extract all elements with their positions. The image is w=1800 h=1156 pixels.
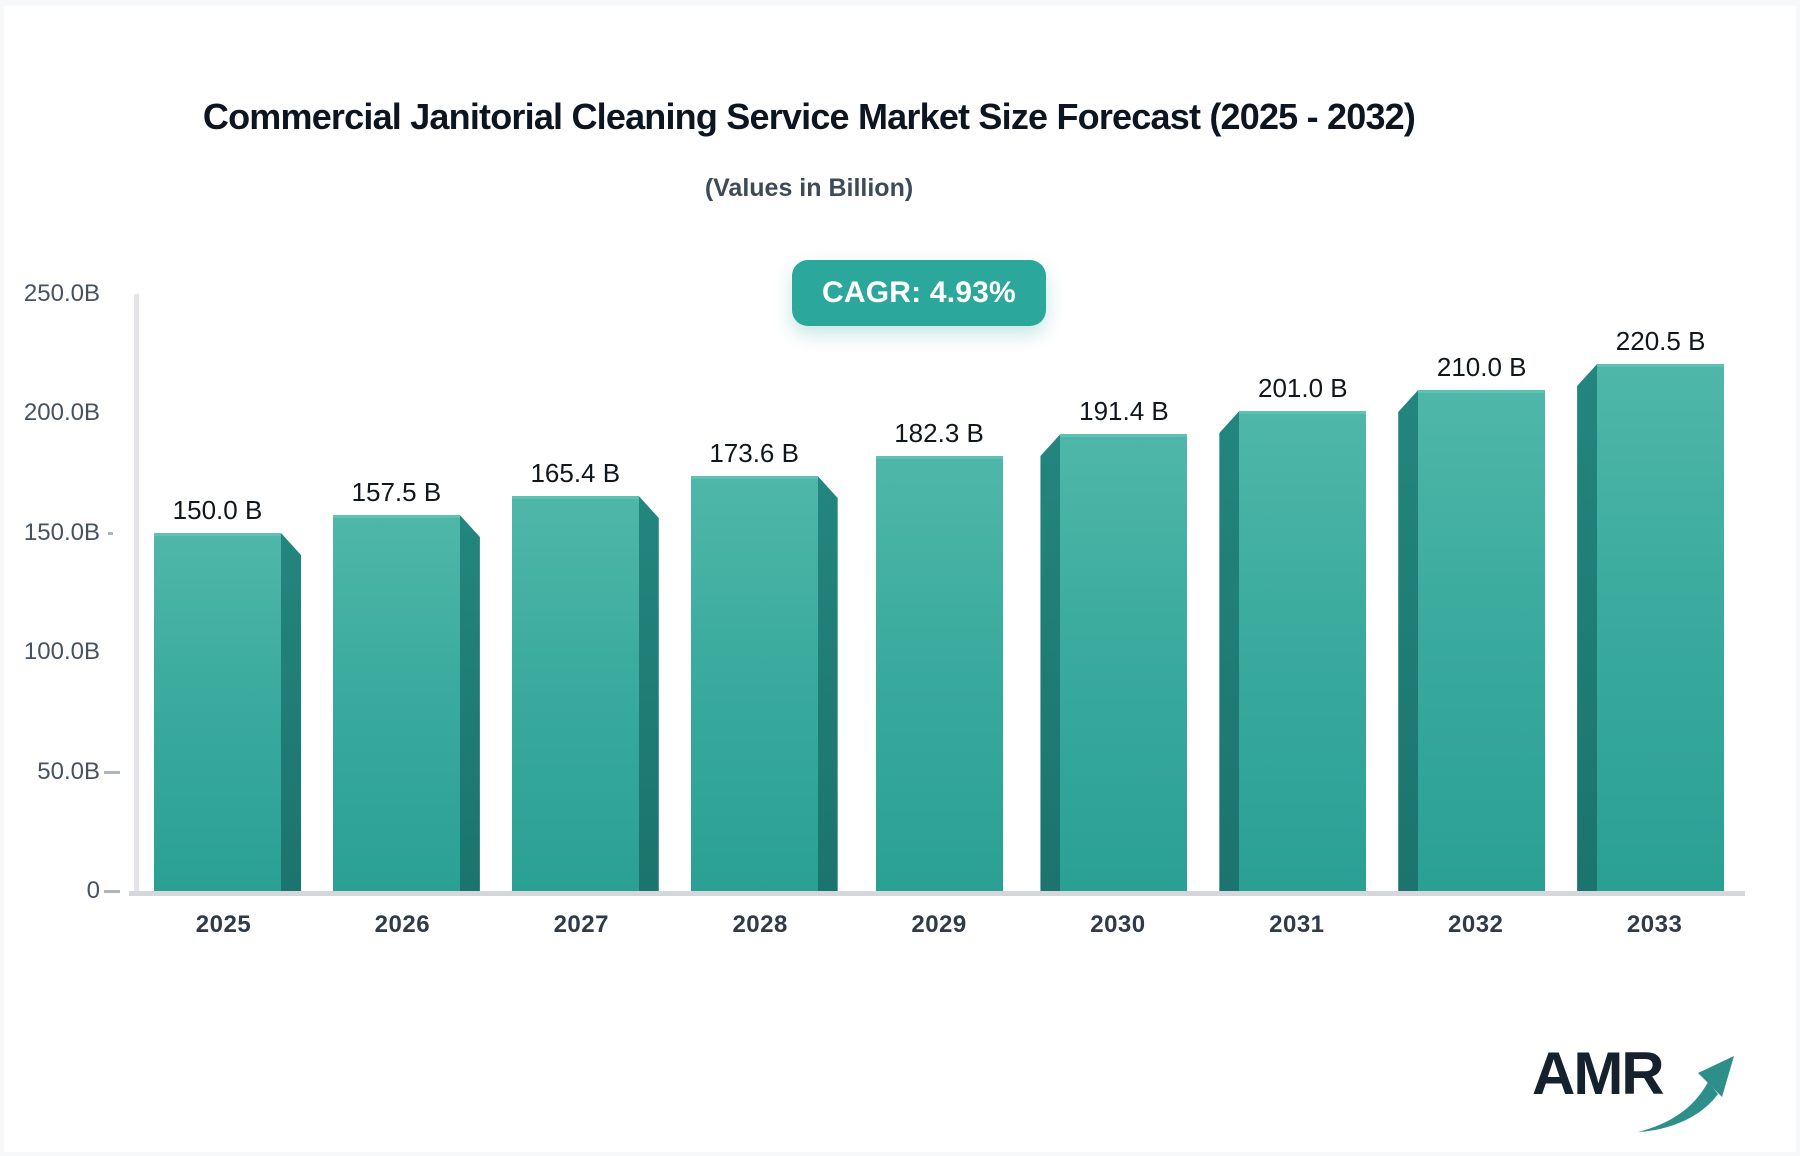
chart-title: Commercial Janitorial Cleaning Service M…	[202, 96, 1416, 137]
x-axis-label-2028: 2028	[732, 911, 788, 938]
x-axis-label-2026: 2026	[374, 911, 431, 938]
x-axis-label-2029: 2029	[911, 911, 967, 938]
chart-card: Commercial Janitorial Cleaning Service M…	[4, 6, 1796, 1152]
bar-value-label: 150.0 B	[172, 495, 263, 525]
amr-logo-text: AMR	[1532, 1040, 1665, 1107]
y-axis-label: 0	[86, 877, 100, 904]
bar-face	[154, 533, 281, 891]
bar-side-bevel	[281, 533, 301, 891]
bar-side-bevel	[817, 476, 838, 891]
y-axis-label: 100.0B	[23, 638, 100, 666]
bar-side-bevel	[459, 515, 480, 891]
x-axis-label-2027: 2027	[553, 911, 609, 938]
bar-value-label: 165.4 B	[530, 458, 621, 488]
bar-face	[1060, 434, 1188, 891]
y-axis-tick	[104, 770, 120, 774]
bar-group-2028: 173.6 B	[671, 436, 850, 891]
bar-side-bevel	[1040, 434, 1061, 891]
y-axis-tick	[108, 531, 113, 535]
x-axis-label-2031: 2031	[1269, 911, 1325, 938]
bar-side-bevel	[1398, 390, 1419, 891]
bar-group-2033: 220.5 B	[1565, 324, 1744, 891]
bar-face	[690, 476, 818, 891]
bar-face	[1418, 390, 1546, 891]
bar-face	[1597, 364, 1725, 891]
y-axis-label: 150.0B	[23, 518, 100, 546]
bar-face	[875, 456, 1003, 891]
y-axis-label: 50.0B	[37, 757, 100, 785]
y-axis-label: 250.0B	[23, 280, 100, 307]
bar-group-2030: 191.4 B	[1028, 394, 1207, 891]
x-axis-label-2030: 2030	[1090, 911, 1146, 938]
bar-group-2029: 182.3 B	[850, 416, 1029, 891]
bar-value-label: 157.5 B	[351, 477, 442, 507]
chart-subtitle: (Values in Billion)	[704, 174, 914, 202]
bar-group-2032: 210.0 B	[1386, 350, 1565, 891]
trend-up-arrow-icon	[1638, 1056, 1734, 1132]
bar-group-2027: 165.4 B	[492, 456, 671, 891]
bar-value-label: 173.6 B	[709, 438, 799, 468]
amr-logo: AMR	[1532, 1044, 1742, 1134]
bar-side-bevel	[1577, 364, 1598, 891]
y-axis-tick	[104, 890, 120, 893]
bar-value-label: 220.5 B	[1615, 326, 1706, 356]
x-axis-label-2025: 2025	[195, 911, 252, 938]
x-axis-baseline	[129, 891, 1745, 896]
bar-group-2025: 150.0 B	[134, 493, 313, 891]
x-axis-label-2032: 2032	[1448, 911, 1504, 938]
x-axis-label-2033: 2033	[1626, 911, 1683, 938]
bar-chart-plot-area: 150.0 B 157.5 B 165.4 B 173.6 B 182.3 B 191.4…	[129, 294, 1745, 896]
bar-value-label: 191.4 B	[1079, 396, 1169, 426]
y-axis-labels: 250.0B 200.0B 150.0B 100.0B 50.0B 0	[14, 280, 100, 904]
bar-value-label: 210.0 B	[1436, 352, 1527, 382]
cagr-badge-label: CAGR: 4.93%	[822, 276, 1016, 309]
bar-value-label: 201.0 B	[1258, 373, 1348, 403]
bar-side-bevel	[638, 496, 659, 891]
cagr-badge: CAGR: 4.93%	[792, 260, 1046, 326]
bar-face	[511, 496, 639, 891]
bar-face	[1239, 411, 1367, 891]
bar-group-2031: 201.0 B	[1207, 371, 1386, 891]
bar-group-2026: 157.5 B	[313, 475, 492, 891]
bar-value-label: 182.3 B	[894, 418, 984, 448]
bar-face	[332, 515, 460, 891]
y-axis-label: 200.0B	[23, 399, 100, 427]
y-axis-line	[134, 294, 139, 896]
bar-side-bevel	[1219, 411, 1240, 891]
